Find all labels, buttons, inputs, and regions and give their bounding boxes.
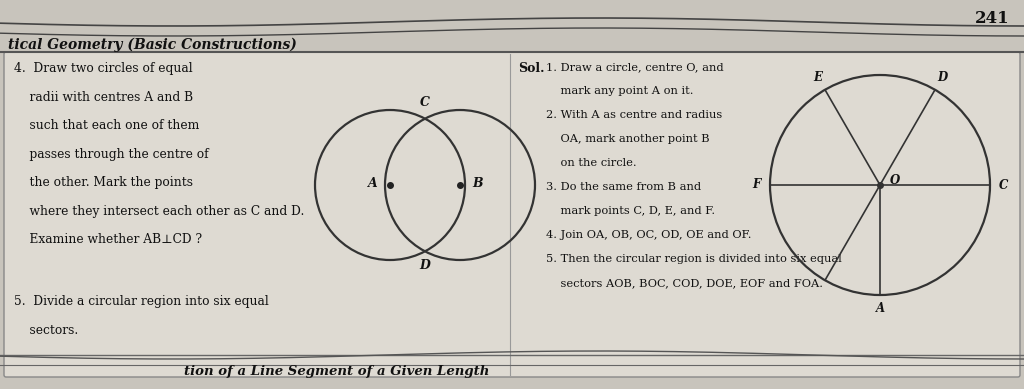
Text: the other. Mark the points: the other. Mark the points [14, 176, 193, 189]
Text: D: D [420, 259, 430, 272]
FancyBboxPatch shape [4, 52, 1020, 377]
Text: tical Geometry (Basic Constructions): tical Geometry (Basic Constructions) [8, 38, 297, 53]
Text: A: A [876, 303, 885, 315]
Text: mark points C, D, E, and F.: mark points C, D, E, and F. [546, 206, 715, 216]
Text: 1. Draw a circle, centre O, and: 1. Draw a circle, centre O, and [546, 62, 724, 72]
Text: OA, mark another point B: OA, mark another point B [546, 134, 710, 144]
Text: D: D [937, 71, 947, 84]
Text: Sol.: Sol. [518, 62, 545, 75]
Text: 4. Join OA, OB, OC, OD, OE and OF.: 4. Join OA, OB, OC, OD, OE and OF. [546, 230, 752, 240]
Text: E: E [813, 71, 822, 84]
Text: A: A [369, 177, 378, 189]
Text: mark any point A on it.: mark any point A on it. [546, 86, 693, 96]
Text: B: B [472, 177, 482, 189]
Text: 241: 241 [976, 10, 1010, 27]
Text: radii with centres A and B: radii with centres A and B [14, 91, 194, 103]
Text: 3. Do the same from B and: 3. Do the same from B and [546, 182, 701, 192]
Text: tion of a Line Segment of a Given Length: tion of a Line Segment of a Given Length [184, 364, 489, 377]
Text: passes through the centre of: passes through the centre of [14, 147, 209, 161]
Text: sectors AOB, BOC, COD, DOE, EOF and FOA.: sectors AOB, BOC, COD, DOE, EOF and FOA. [546, 278, 823, 288]
Text: sectors.: sectors. [14, 324, 78, 336]
Text: Examine whether AB⊥CD ?: Examine whether AB⊥CD ? [14, 233, 202, 246]
Text: 4.  Draw two circles of equal: 4. Draw two circles of equal [14, 62, 193, 75]
Text: 5.  Divide a circular region into six equal: 5. Divide a circular region into six equ… [14, 295, 268, 308]
Text: such that each one of them: such that each one of them [14, 119, 200, 132]
Text: F: F [752, 179, 760, 191]
Text: 2. With A as centre and radius: 2. With A as centre and radius [546, 110, 722, 120]
Text: C: C [999, 179, 1009, 191]
Text: C: C [420, 96, 430, 109]
Text: where they intersect each other as C and D.: where they intersect each other as C and… [14, 205, 304, 217]
Text: on the circle.: on the circle. [546, 158, 637, 168]
Text: 5. Then the circular region is divided into six equal: 5. Then the circular region is divided i… [546, 254, 842, 264]
Text: O: O [890, 173, 900, 186]
